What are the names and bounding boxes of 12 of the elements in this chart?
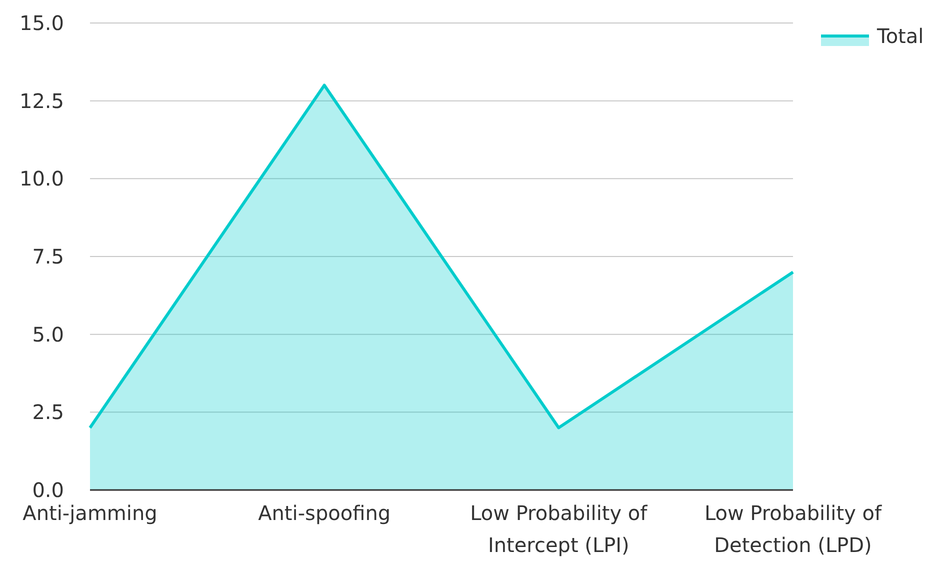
x-tick-label: Anti-jamming (22, 501, 158, 525)
legend-label: Total (876, 24, 924, 48)
y-tick-label: 12.5 (19, 88, 64, 113)
y-tick-label: 10.0 (19, 166, 64, 191)
y-tick-label: 2.5 (32, 400, 64, 424)
x-tick-label: Low Probability of Intercept (LPI) (470, 501, 648, 557)
x-tick-label: Anti-spoofing (258, 501, 391, 525)
y-tick-label: 7.5 (32, 244, 64, 268)
y-tick-label: 0.0 (32, 478, 64, 502)
x-tick-label: Low Probability of Detection (LPD) (704, 501, 883, 557)
y-tick-label: 15.0 (19, 11, 64, 35)
y-tick-label: 5.0 (32, 322, 64, 346)
